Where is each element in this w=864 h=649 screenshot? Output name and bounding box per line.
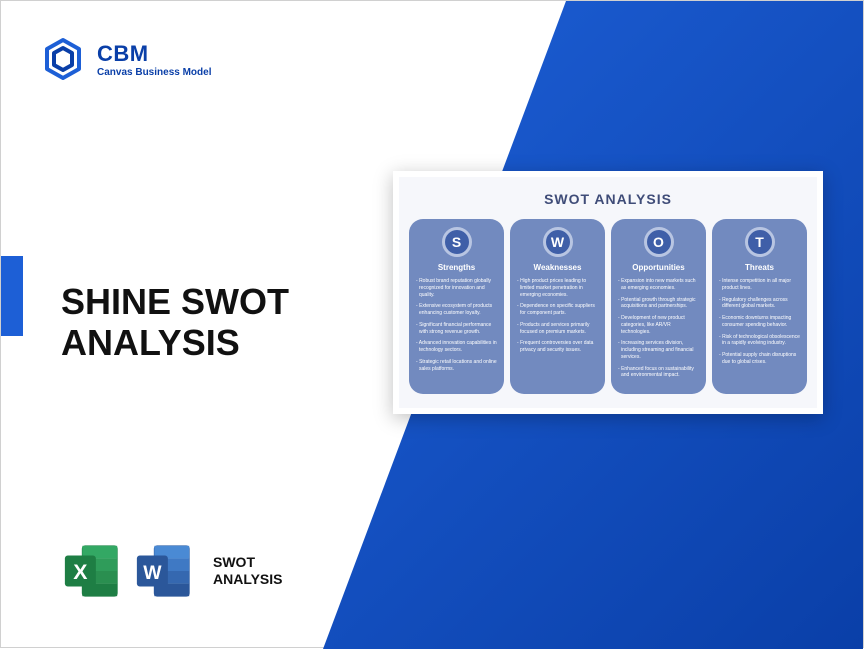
swot-letter: T (745, 227, 775, 257)
swot-column-s: S Strengths Robust brand reputation global… (409, 219, 504, 394)
swot-item: Risk of technological obsolescence in a … (718, 334, 801, 348)
swot-letter: O (644, 227, 674, 257)
swot-item: Dependence on specific suppliers for com… (516, 303, 599, 317)
swot-heading: Threats (745, 263, 774, 272)
brand-logo: CBM Canvas Business Model (41, 37, 211, 81)
swot-column-t: T Threats Intense competition in all major… (712, 219, 807, 394)
swot-item: Significant financial performance with s… (415, 322, 498, 336)
file-label: SWOT ANALYSIS (213, 554, 283, 588)
logo-icon (41, 37, 85, 81)
swot-item: Potential growth through strategic acqui… (617, 297, 700, 311)
swot-item: Extensive ecosystem of products enhancin… (415, 303, 498, 317)
swot-letter: W (543, 227, 573, 257)
swot-preview-card: SWOT ANALYSIS S Strengths Robust brand rep… (393, 171, 823, 414)
swot-card-title: SWOT ANALYSIS (409, 191, 807, 207)
swot-item: Intense competition in all major product… (718, 278, 801, 292)
swot-item: Economic downturns impacting consumer sp… (718, 315, 801, 329)
swot-item-list: Intense competition in all major product… (718, 278, 801, 371)
accent-bar (1, 256, 23, 336)
swot-heading: Weaknesses (534, 263, 582, 272)
svg-text:W: W (143, 562, 162, 584)
swot-item: Products and services primarily focused … (516, 322, 599, 336)
swot-item: Advanced innovation capabilities in tech… (415, 340, 498, 354)
file-icons-row: X W SWOT ANALYSIS (61, 540, 283, 602)
swot-item: Increasing services division, including … (617, 340, 700, 360)
swot-heading: Strengths (438, 263, 475, 272)
excel-icon: X (61, 540, 123, 602)
swot-letter: S (442, 227, 472, 257)
swot-item-list: High product prices leading to limited m… (516, 278, 599, 359)
swot-item: Potential supply chain disruptions due t… (718, 352, 801, 366)
swot-item: High product prices leading to limited m… (516, 278, 599, 298)
swot-item: Enhanced focus on sustainability and env… (617, 366, 700, 380)
swot-item: Frequent controversies over data privacy… (516, 340, 599, 354)
swot-item-list: Robust brand reputation globally recogni… (415, 278, 498, 377)
word-icon: W (133, 540, 195, 602)
brand-name: CBM (97, 41, 211, 67)
svg-text:X: X (73, 560, 88, 584)
swot-item: Regulatory challenges across different g… (718, 297, 801, 311)
swot-item: Robust brand reputation globally recogni… (415, 278, 498, 298)
swot-column-o: O Opportunities Expansion into new markets… (611, 219, 706, 394)
swot-item: Development of new product categories, l… (617, 315, 700, 335)
page-title: SHINE SWOT ANALYSIS (61, 281, 401, 364)
brand-tagline: Canvas Business Model (97, 67, 211, 78)
swot-item: Expansion into new markets such as emerg… (617, 278, 700, 292)
swot-item-list: Expansion into new markets such as emerg… (617, 278, 700, 384)
swot-item: Strategic retail locations and online sa… (415, 359, 498, 373)
swot-heading: Opportunities (632, 263, 684, 272)
swot-column-w: W Weaknesses High product prices leading t… (510, 219, 605, 394)
